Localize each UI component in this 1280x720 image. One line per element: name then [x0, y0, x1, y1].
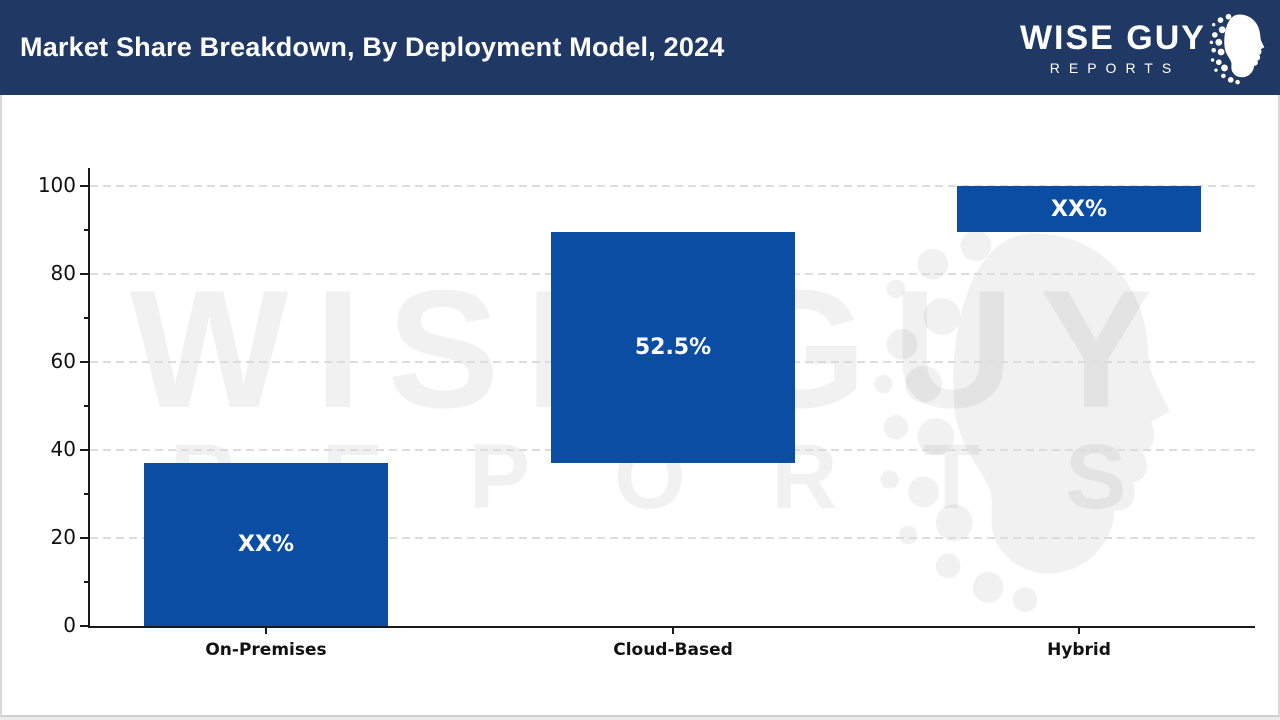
y-tick-label: 60 [50, 349, 76, 373]
x-category-label: On-Premises [205, 640, 327, 660]
chart-card: WISE GUY R E P O R T S 020406080100XX%52… [0, 95, 1280, 717]
x-axis-tick [672, 626, 674, 634]
bar-cloud-based: 52.5% [551, 232, 795, 464]
y-axis-tick [80, 449, 90, 451]
page-bottom-strip [0, 717, 1280, 720]
y-gridline [90, 185, 1255, 187]
y-tick-label: 80 [50, 261, 76, 285]
plot-area: 0 20 40 60 80 100 XX% 52.5% XX% On-Premises Cloud-… [2, 95, 1278, 715]
watermark-head-icon [874, 230, 1170, 612]
chart-title: Market Share Breakdown, By Deployment Mo… [20, 32, 725, 62]
header-bar: Market Share Breakdown, By Deployment Mo… [0, 0, 1280, 95]
y-axis-minor-tick [84, 405, 90, 407]
y-axis-line [88, 168, 90, 628]
y-axis-tick [80, 361, 90, 363]
bar-value-label: XX% [1051, 196, 1107, 222]
logo-subtext: REPORTS [1049, 59, 1181, 76]
y-axis-minor-tick [84, 229, 90, 231]
bar-value-label: XX% [238, 532, 294, 558]
wiseguy-head-icon [1209, 13, 1265, 84]
logo-wordmark: WISE GUY [1019, 18, 1206, 57]
y-tick-label: 40 [50, 437, 76, 461]
bar-hybrid: XX% [957, 186, 1201, 233]
y-axis-minor-tick [84, 581, 90, 583]
y-gridline [90, 537, 1255, 539]
x-axis-tick [265, 626, 267, 634]
x-category-label: Hybrid [1047, 640, 1111, 660]
y-tick-label: 0 [63, 613, 76, 637]
bar-value-label: 52.5% [634, 335, 712, 361]
x-axis-line [88, 626, 1255, 628]
bar-on-premises: XX% [144, 463, 388, 626]
x-axis-tick [1078, 626, 1080, 634]
y-axis-tick [80, 625, 90, 627]
y-axis-tick [80, 537, 90, 539]
y-axis-tick [80, 273, 90, 275]
y-axis-minor-tick [84, 317, 90, 319]
y-axis-minor-tick [84, 493, 90, 495]
y-axis-tick [80, 185, 90, 187]
wiseguy-logo: WISE GUY REPORTS [1020, 10, 1266, 86]
y-tick-label: 100 [37, 173, 76, 197]
y-tick-label: 20 [50, 525, 76, 549]
x-category-label: Cloud-Based [613, 640, 733, 660]
